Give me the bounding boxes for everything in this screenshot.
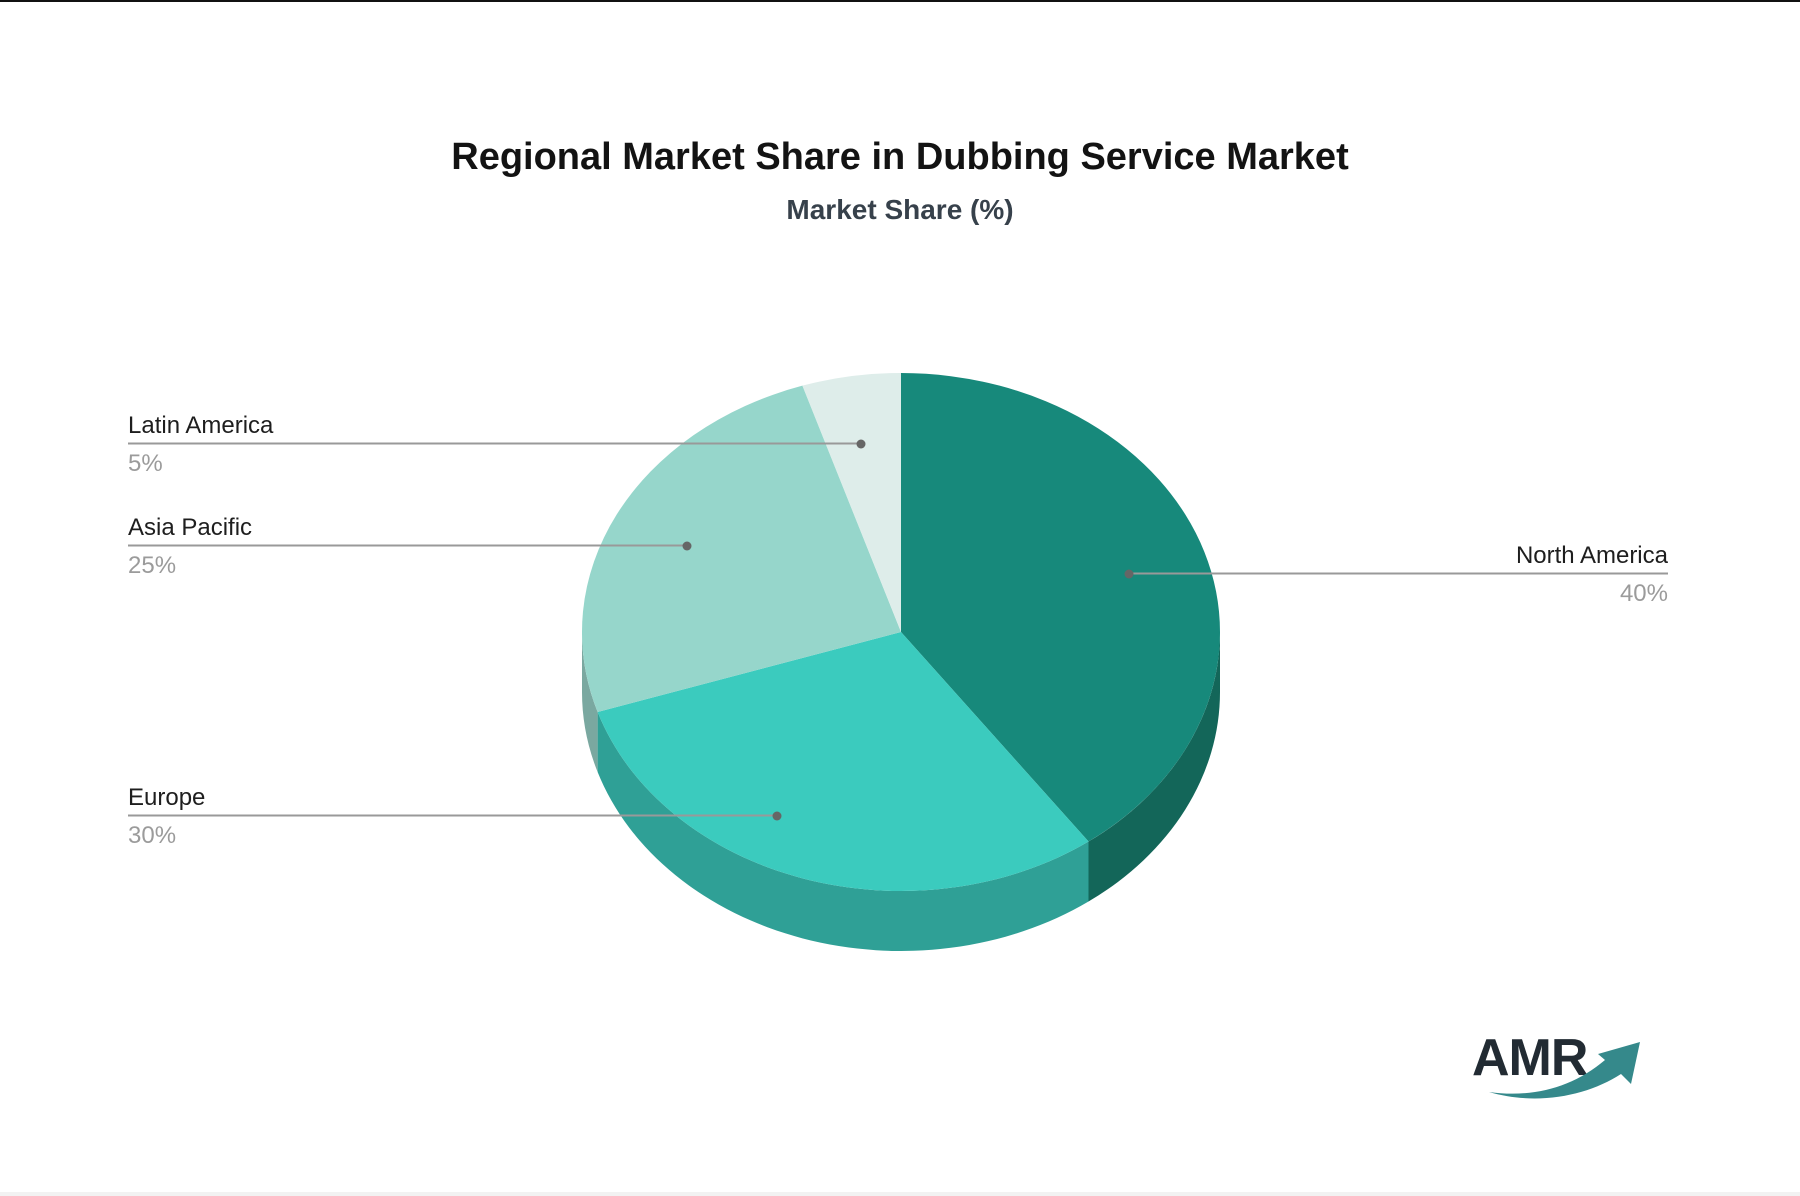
amr-logo-text: AMR (1472, 1029, 1588, 1087)
pie-slice-north-america[interactable] (901, 373, 1220, 842)
pie-slice-latin-america[interactable] (802, 373, 901, 632)
pie-slice-asia-pacific[interactable] (582, 385, 901, 713)
slice-label-asia-pacific-percent: 25% (128, 552, 177, 579)
chart-subtitle: Market Share (%) (786, 194, 1014, 225)
slice-label-latin-america: Latin America 5% (128, 411, 273, 479)
bottom-frame-strip (0, 1192, 1800, 1196)
slice-label-europe-percent: 30% (128, 822, 177, 849)
slice-label-north-america: North America 40% (1516, 541, 1668, 609)
top-frame-strip (0, 0, 1800, 2)
leader-dot-asia-pacific (682, 541, 692, 551)
pie-slice-side-asia-pacific (582, 632, 598, 773)
leader-dot-north-america (1124, 569, 1134, 579)
slice-label-latin-america-name: Latin America (128, 412, 274, 439)
amr-logo-arrow-icon (1489, 1042, 1640, 1099)
chart-title: Regional Market Share in Dubbing Service… (451, 136, 1349, 178)
slice-label-north-america-percent: 40% (1619, 580, 1668, 607)
pie-slice-side-europe (597, 712, 1089, 951)
slice-label-north-america-name: North America (1515, 542, 1668, 569)
slice-label-latin-america-percent: 5% (128, 450, 163, 477)
slice-label-asia-pacific-name: Asia Pacific (128, 514, 253, 541)
leader-dot-latin-america (856, 439, 866, 449)
pie-slice-side-north-america (1088, 632, 1220, 902)
amr-logo: AMR (1472, 1026, 1672, 1116)
slice-label-europe-name: Europe (128, 784, 206, 811)
leader-dot-europe (772, 811, 782, 821)
pie-slice-europe[interactable] (597, 632, 1089, 891)
slice-label-asia-pacific: Asia Pacific 25% (128, 513, 252, 581)
slice-label-europe: Europe 30% (128, 783, 205, 851)
